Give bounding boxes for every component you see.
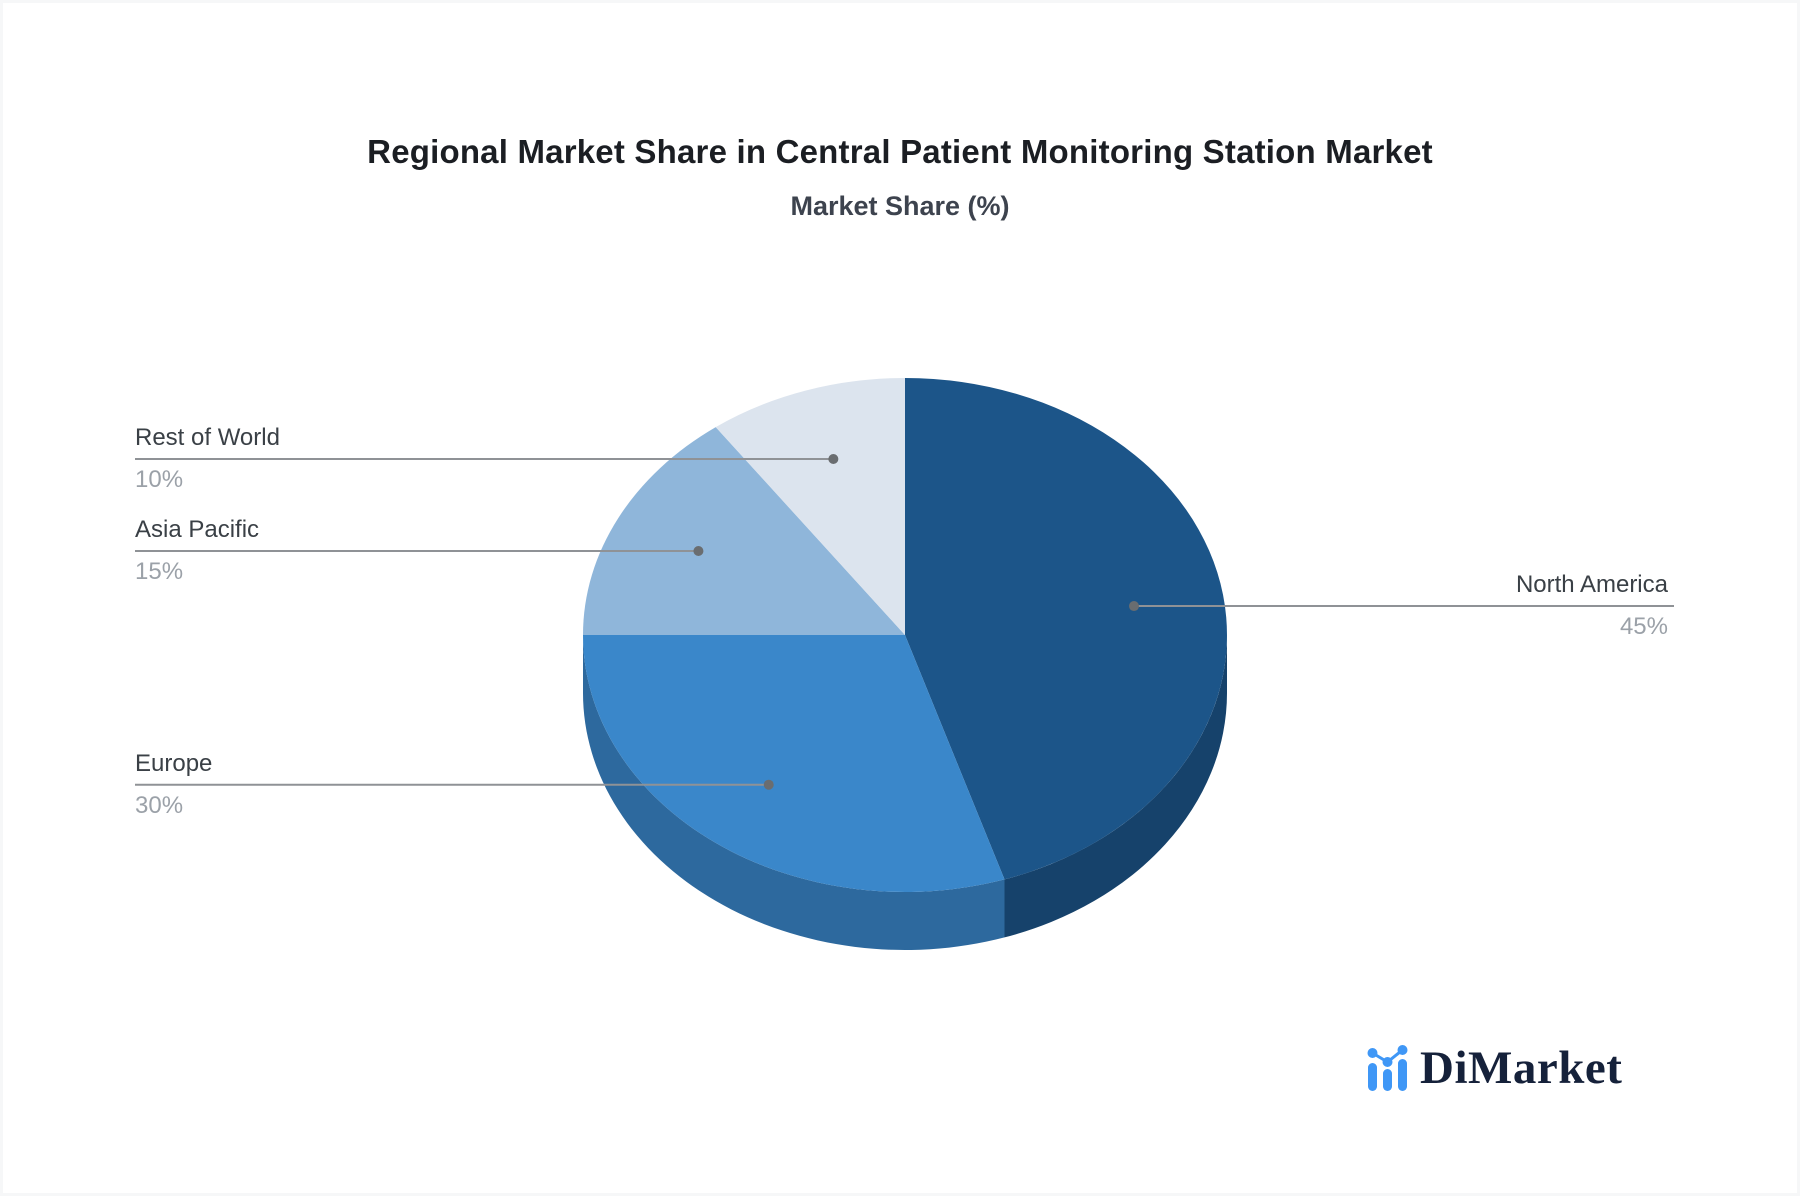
- slice-label: Rest of World: [135, 424, 280, 452]
- slice-value: 15%: [135, 557, 184, 585]
- callout-asia-pacific: Asia Pacific 15%: [135, 515, 259, 586]
- pie-chart: [135, 378, 1674, 950]
- slice-value: 10%: [135, 466, 184, 494]
- callout-north-america: North America 45%: [1516, 570, 1668, 641]
- slice-value: 45%: [1619, 613, 1668, 641]
- chart-title: Regional Market Share in Central Patient…: [367, 133, 1433, 170]
- callout-europe: Europe 30%: [135, 749, 212, 820]
- slice-label: Europe: [135, 749, 213, 777]
- slice-label: Asia Pacific: [135, 515, 260, 543]
- logo-text: DiMarket: [1420, 1042, 1623, 1094]
- dimarket-logo: DiMarket: [1366, 1043, 1622, 1092]
- slice-value: 30%: [135, 791, 184, 819]
- chart-subtitle: Market Share (%): [790, 191, 1010, 221]
- bar-line-chart-icon: [1367, 1045, 1408, 1091]
- slice-label: North America: [1515, 571, 1668, 599]
- callout-rest-of-world: Rest of World 10%: [135, 423, 280, 494]
